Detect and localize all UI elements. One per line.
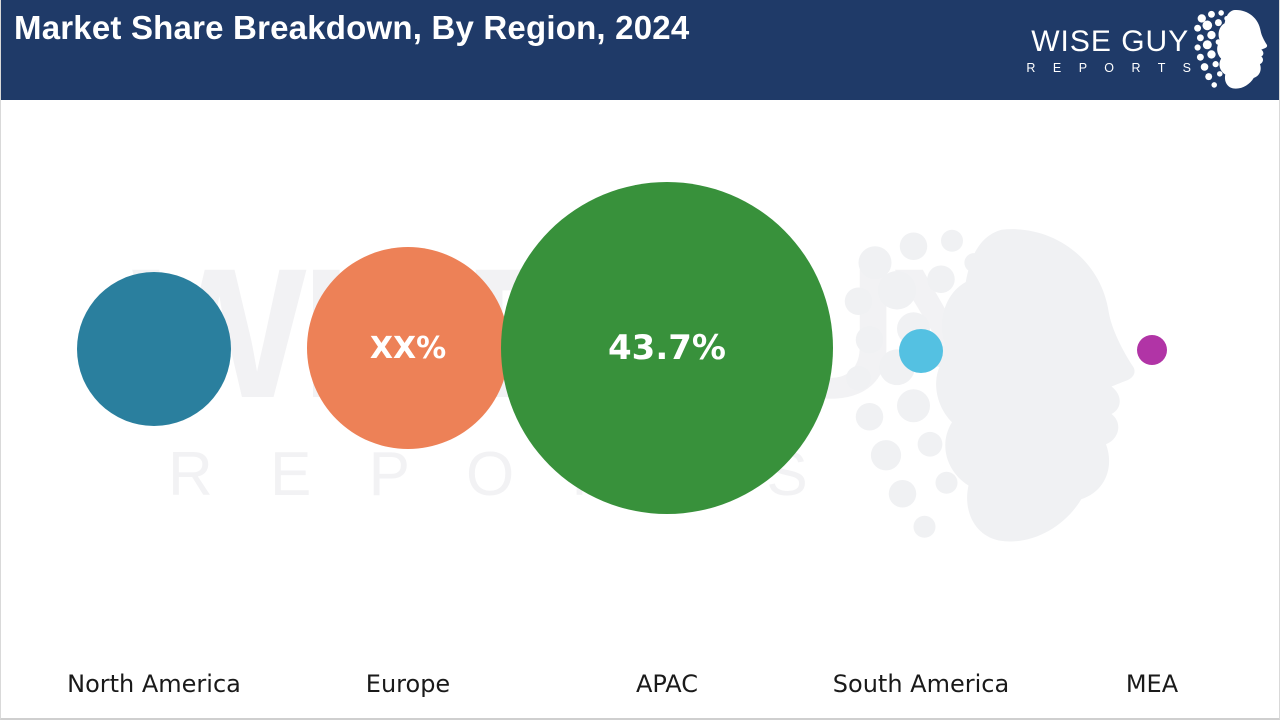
bubble-mea	[1137, 335, 1167, 365]
category-label-north-america: North America	[67, 670, 241, 698]
brand-logo: WISE GUY R E P O R T S	[1022, 5, 1278, 97]
bubble-apac: 43.7%	[501, 182, 833, 514]
brand-name-label: WISE GUY	[1031, 25, 1190, 58]
brand-reports-label: R E P O R T S	[1026, 61, 1198, 75]
dotted-head-logo-icon	[1192, 6, 1278, 96]
category-label-apac: APAC	[635, 670, 699, 698]
page-title: Market Share Breakdown, By Region, 2024	[14, 9, 690, 46]
category-label-south-america: South America	[832, 670, 1010, 698]
bubble-europe: XX%	[307, 247, 509, 449]
bubble-south-america	[899, 329, 943, 373]
bubble-europe-value: XX%	[369, 330, 447, 366]
header-bar: Market Share Breakdown, By Region, 2024 …	[0, 0, 1280, 100]
category-label-mea: MEA	[1125, 670, 1179, 698]
category-label-europe: Europe	[365, 670, 451, 698]
bubble-apac-value: 43.7%	[608, 328, 726, 368]
watermark-dotted-head-icon	[842, 212, 1172, 572]
brand-logo-text: WISE GUY R E P O R T S	[1022, 25, 1198, 76]
bubble-north-america	[77, 272, 231, 426]
